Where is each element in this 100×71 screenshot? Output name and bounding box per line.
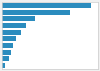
Bar	[2, 36, 16, 41]
Bar	[2, 16, 35, 21]
Bar	[2, 63, 6, 68]
Bar	[2, 30, 21, 35]
Bar	[2, 43, 13, 48]
Bar	[2, 3, 91, 8]
Bar	[2, 10, 70, 15]
Bar	[2, 50, 11, 55]
Bar	[2, 56, 9, 61]
Bar	[2, 23, 26, 28]
